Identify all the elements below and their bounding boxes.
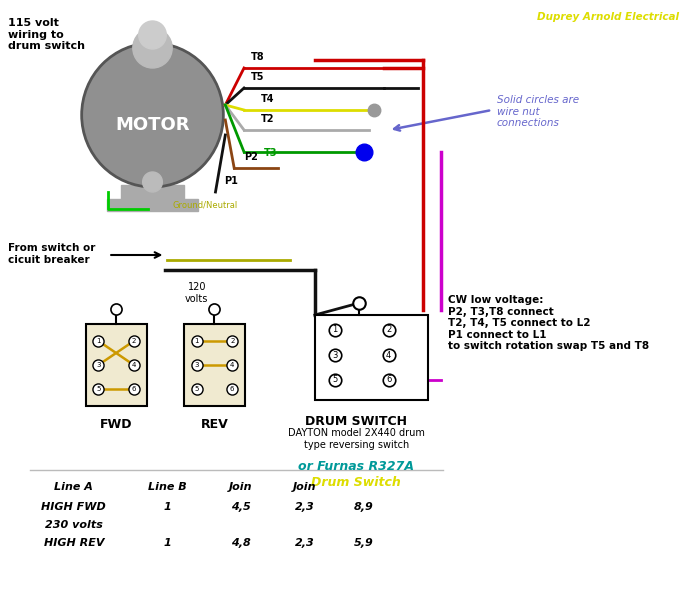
- Text: 5: 5: [96, 386, 101, 392]
- Text: Drum Switch: Drum Switch: [312, 476, 401, 489]
- Text: 4,5: 4,5: [231, 502, 251, 512]
- Text: Join: Join: [293, 482, 317, 492]
- Text: Duprey Arnold Electrical: Duprey Arnold Electrical: [537, 12, 679, 22]
- Text: From switch or
cicuit breaker: From switch or cicuit breaker: [8, 243, 95, 265]
- Text: T2: T2: [260, 114, 274, 124]
- Text: 1: 1: [163, 502, 171, 512]
- Bar: [107, 199, 198, 211]
- Text: Join: Join: [230, 482, 253, 492]
- Text: HIGH FWD: HIGH FWD: [41, 502, 106, 512]
- Text: 5: 5: [195, 386, 199, 392]
- Text: 2,3: 2,3: [295, 538, 315, 548]
- Circle shape: [143, 172, 162, 192]
- Text: 5,9: 5,9: [354, 538, 374, 548]
- Text: 2,3: 2,3: [295, 502, 315, 512]
- Text: T3: T3: [264, 148, 277, 158]
- Text: or Furnas R327A: or Furnas R327A: [298, 460, 414, 473]
- Text: Line B: Line B: [148, 482, 187, 492]
- Text: 2: 2: [386, 325, 391, 335]
- Text: 5: 5: [332, 376, 337, 385]
- Text: DRUM SWITCH: DRUM SWITCH: [305, 415, 407, 428]
- Bar: [121, 185, 184, 199]
- Text: 4: 4: [230, 362, 235, 368]
- Text: DAYTON model 2X440 drum
type reversing switch: DAYTON model 2X440 drum type reversing s…: [288, 428, 425, 449]
- Text: 3: 3: [96, 362, 101, 368]
- Text: 6: 6: [230, 386, 235, 392]
- Text: 6: 6: [132, 386, 136, 392]
- Text: P1: P1: [224, 176, 238, 186]
- Circle shape: [139, 21, 167, 49]
- Text: 1: 1: [332, 325, 337, 335]
- Text: CW low voltage:
P2, T3,T8 connect
T2, T4, T5 connect to L2
P1 connect to L1
to s: CW low voltage: P2, T3,T8 connect T2, T4…: [448, 295, 649, 352]
- Text: MOTOR: MOTOR: [116, 116, 190, 134]
- Bar: [315, 315, 428, 400]
- Text: T5: T5: [251, 72, 265, 82]
- Text: Ground/Neutral: Ground/Neutral: [172, 200, 237, 209]
- Text: 3: 3: [332, 350, 337, 359]
- Text: 2: 2: [132, 338, 136, 344]
- Bar: [184, 324, 245, 406]
- Circle shape: [133, 28, 172, 68]
- Text: T8: T8: [251, 52, 265, 62]
- Text: FWD: FWD: [100, 418, 132, 431]
- Text: 8,9: 8,9: [354, 502, 374, 512]
- Text: 2: 2: [230, 338, 235, 344]
- Text: 3: 3: [195, 362, 199, 368]
- Text: 6: 6: [386, 376, 391, 385]
- Circle shape: [82, 43, 223, 187]
- Text: 1: 1: [96, 338, 101, 344]
- Text: 230 volts: 230 volts: [45, 520, 103, 530]
- Text: 1: 1: [163, 538, 171, 548]
- Text: 115 volt
wiring to
drum switch: 115 volt wiring to drum switch: [8, 18, 85, 51]
- Text: T4: T4: [260, 94, 274, 104]
- Bar: [85, 324, 146, 406]
- Text: 4: 4: [386, 350, 391, 359]
- Text: Line A: Line A: [55, 482, 93, 492]
- Text: 120
volts: 120 volts: [185, 282, 209, 304]
- Text: 1: 1: [195, 338, 199, 344]
- Text: Solid circles are
wire nut
connections: Solid circles are wire nut connections: [497, 95, 579, 128]
- Text: 4,8: 4,8: [231, 538, 251, 548]
- Text: REV: REV: [201, 418, 228, 431]
- Text: 4: 4: [132, 362, 136, 368]
- Text: P2: P2: [244, 152, 258, 162]
- Text: HIGH REV: HIGH REV: [43, 538, 104, 548]
